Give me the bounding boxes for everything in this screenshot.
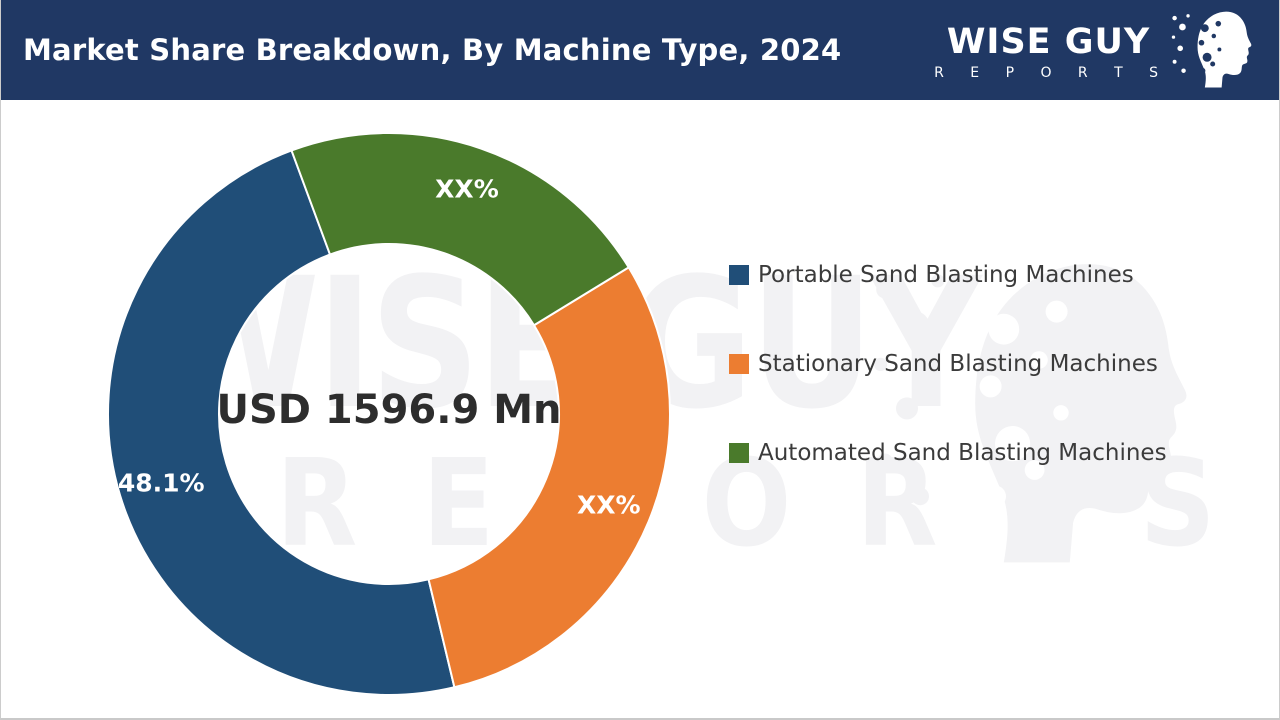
legend-item: Portable Sand Blasting Machines [729, 262, 1167, 288]
slice-percentage-label: XX% [577, 491, 641, 520]
wiseguy-logo: WISE GUY R E P O R T S [928, 8, 1267, 92]
legend-item: Stationary Sand Blasting Machines [729, 351, 1167, 377]
header-bar: Market Share Breakdown, By Machine Type,… [1, 0, 1279, 100]
legend-label: Stationary Sand Blasting Machines [758, 351, 1158, 377]
legend-swatch [729, 265, 749, 285]
legend-swatch [729, 354, 749, 374]
legend-label: Automated Sand Blasting Machines [758, 440, 1167, 466]
wiseguy-face-icon [1171, 11, 1252, 88]
logo-reports-text: R E P O R T S [934, 65, 1169, 81]
legend-item: Automated Sand Blasting Machines [729, 440, 1167, 466]
legend: Portable Sand Blasting Machines Stationar… [729, 262, 1167, 529]
legend-swatch [729, 443, 749, 463]
logo-wordmark: WISE GUY [946, 22, 1151, 62]
legend-label: Portable Sand Blasting Machines [758, 262, 1134, 288]
slice-percentage-label: XX% [435, 175, 499, 204]
chart-area: WISE GUY R E P O R T S [1, 100, 1279, 718]
pie-slice-stationary-sand-blasting-machines [427, 266, 671, 689]
slice-percentage-label: 48.1% [118, 469, 205, 498]
chart-center-label: USD 1596.9 Mn [216, 387, 562, 433]
pie-slice-automated-sand-blasting-machines [290, 132, 630, 327]
page-title: Market Share Breakdown, By Machine Type,… [23, 33, 842, 67]
